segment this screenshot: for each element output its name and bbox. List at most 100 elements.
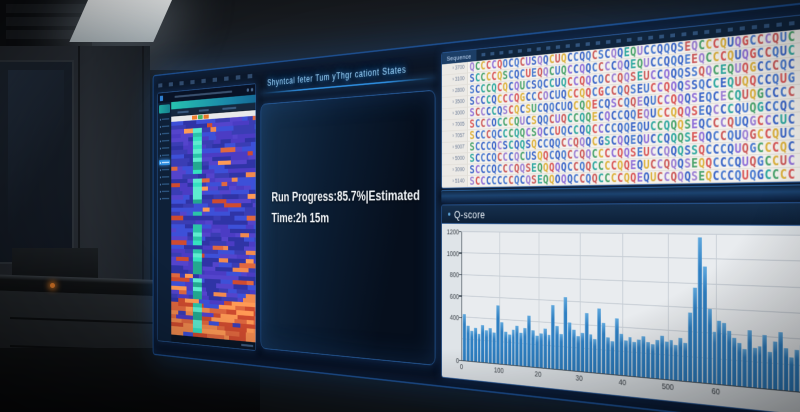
qscore-bar bbox=[650, 344, 655, 379]
run-heatmap[interactable] bbox=[171, 115, 256, 343]
qscore-bar bbox=[563, 296, 568, 370]
qscore-bar bbox=[702, 266, 707, 383]
qscore-bar bbox=[632, 342, 637, 377]
x-axis-label: 500 bbox=[661, 381, 674, 392]
qscore-bar bbox=[692, 287, 697, 383]
qscore-bar bbox=[737, 343, 742, 387]
qscore-titlebar: Q-score bbox=[441, 203, 800, 226]
sequence-row-label: › 3500 bbox=[441, 96, 468, 109]
y-axis-tick bbox=[459, 273, 462, 276]
qscore-bar bbox=[767, 351, 773, 390]
item-dot-icon bbox=[159, 118, 162, 121]
y-axis-label: 600 bbox=[449, 291, 460, 301]
sidebar-header-chip[interactable] bbox=[159, 104, 171, 114]
y-axis-tick bbox=[459, 295, 462, 297]
qscore-bar bbox=[610, 341, 615, 375]
sidebar-item[interactable] bbox=[159, 189, 170, 194]
minimize-button[interactable] bbox=[246, 88, 250, 92]
toolbar-label-placeholder bbox=[198, 108, 209, 112]
qscore-bar bbox=[481, 325, 485, 363]
qscore-bar bbox=[783, 347, 789, 391]
qscore-bar bbox=[496, 305, 500, 364]
qscore-bar bbox=[712, 331, 717, 384]
y-axis-label: 800 bbox=[449, 270, 460, 279]
qscore-bar bbox=[669, 339, 674, 380]
qscore-bar bbox=[503, 331, 508, 365]
sequence-panel: Sequence › 3700 QCCCCQOCQCUSQQCUQCCQQCSCQ… bbox=[441, 13, 800, 189]
qscore-bar bbox=[619, 333, 623, 376]
close-button[interactable] bbox=[250, 87, 254, 92]
qscore-bar bbox=[535, 335, 539, 368]
heatmap-teal-column bbox=[192, 120, 202, 338]
display-left-section bbox=[157, 72, 256, 358]
qscore-bar bbox=[794, 349, 799, 392]
y-axis-tick bbox=[459, 230, 462, 233]
item-dot-icon bbox=[159, 132, 162, 135]
qscore-bar bbox=[515, 325, 519, 366]
qscore-bar bbox=[593, 338, 597, 373]
window-sidebar bbox=[157, 102, 172, 342]
qscore-bar bbox=[597, 308, 601, 374]
qscore-bar bbox=[527, 315, 531, 367]
y-axis-label: 1200 bbox=[446, 227, 460, 237]
qscore-title: Q-score bbox=[454, 208, 486, 221]
x-axis-label: 30 bbox=[575, 373, 583, 383]
qscore-bar bbox=[707, 308, 712, 384]
progress-glass-panel: Run Progress:85.7%|Estimated Time:2h 15m bbox=[260, 89, 436, 366]
item-dot-icon bbox=[159, 183, 162, 186]
x-axis-label: 40 bbox=[618, 377, 627, 388]
sidebar-item[interactable] bbox=[159, 196, 170, 201]
item-dot-icon bbox=[159, 154, 162, 157]
item-label-placeholder bbox=[161, 176, 170, 178]
qscore-bar bbox=[584, 312, 589, 372]
item-label-placeholder bbox=[161, 183, 170, 185]
qscore-bullet-icon bbox=[448, 212, 451, 216]
qscore-bar bbox=[500, 322, 504, 365]
sidebar-item[interactable] bbox=[159, 181, 170, 187]
sequence-row-label: › 3090 bbox=[441, 164, 468, 176]
qscore-bar bbox=[601, 323, 606, 374]
run-viewer-window bbox=[157, 83, 256, 351]
display-right-section: Sequence › 3700 QCCCCQOCQCUSQQCUQCCQQCSCQ… bbox=[441, 13, 800, 412]
sidebar-item[interactable] bbox=[159, 138, 170, 144]
y-axis-tick bbox=[459, 359, 462, 361]
qscore-bar bbox=[519, 332, 523, 366]
qscore-bar bbox=[492, 332, 496, 364]
qscore-bar bbox=[628, 336, 632, 377]
sidebar-item[interactable] bbox=[159, 167, 170, 173]
qscore-bar bbox=[641, 336, 646, 378]
qscore-bar bbox=[637, 339, 641, 377]
window-body bbox=[157, 94, 256, 351]
qscore-bar bbox=[567, 322, 572, 371]
qscore-bar bbox=[547, 334, 551, 369]
item-dot-icon bbox=[159, 176, 162, 179]
run-progress-text: Run Progress:85.7%|Estimated Time:2h 15m bbox=[272, 184, 420, 230]
sidebar-item[interactable] bbox=[159, 174, 170, 180]
qscore-bar bbox=[747, 329, 752, 388]
qscore-bar bbox=[752, 347, 757, 388]
y-axis-label: 1000 bbox=[446, 249, 460, 258]
qscore-bar bbox=[576, 335, 580, 372]
qscore-bar bbox=[551, 305, 555, 369]
qscore-chart-body: 1200 1000 800 600 400 0 0 100 20 30 40 500 60 bbox=[441, 223, 800, 412]
qscore-bar bbox=[717, 320, 722, 385]
qscore-bar bbox=[646, 341, 650, 378]
sidebar-item[interactable] bbox=[159, 123, 170, 129]
progress-line-2: Time:2h 15m bbox=[271, 210, 330, 227]
qscore-bar bbox=[539, 333, 543, 368]
sidebar-item[interactable] bbox=[159, 152, 170, 158]
sidebar-item[interactable] bbox=[159, 116, 170, 122]
qscore-bar bbox=[531, 329, 535, 367]
qscore-bar bbox=[555, 325, 559, 370]
qscore-bar bbox=[523, 328, 527, 367]
qscore-bar bbox=[466, 325, 470, 361]
sidebar-item[interactable] bbox=[159, 131, 170, 137]
progress-line-1: Run Progress:85.7%|Estimated bbox=[271, 187, 420, 205]
qscore-bar bbox=[477, 333, 481, 362]
sequence-row-label: › 9007 bbox=[441, 141, 468, 154]
qscore-bar bbox=[606, 337, 610, 374]
sidebar-item[interactable] bbox=[159, 159, 171, 166]
qscore-bar bbox=[688, 312, 693, 382]
sidebar-item[interactable] bbox=[159, 145, 170, 151]
